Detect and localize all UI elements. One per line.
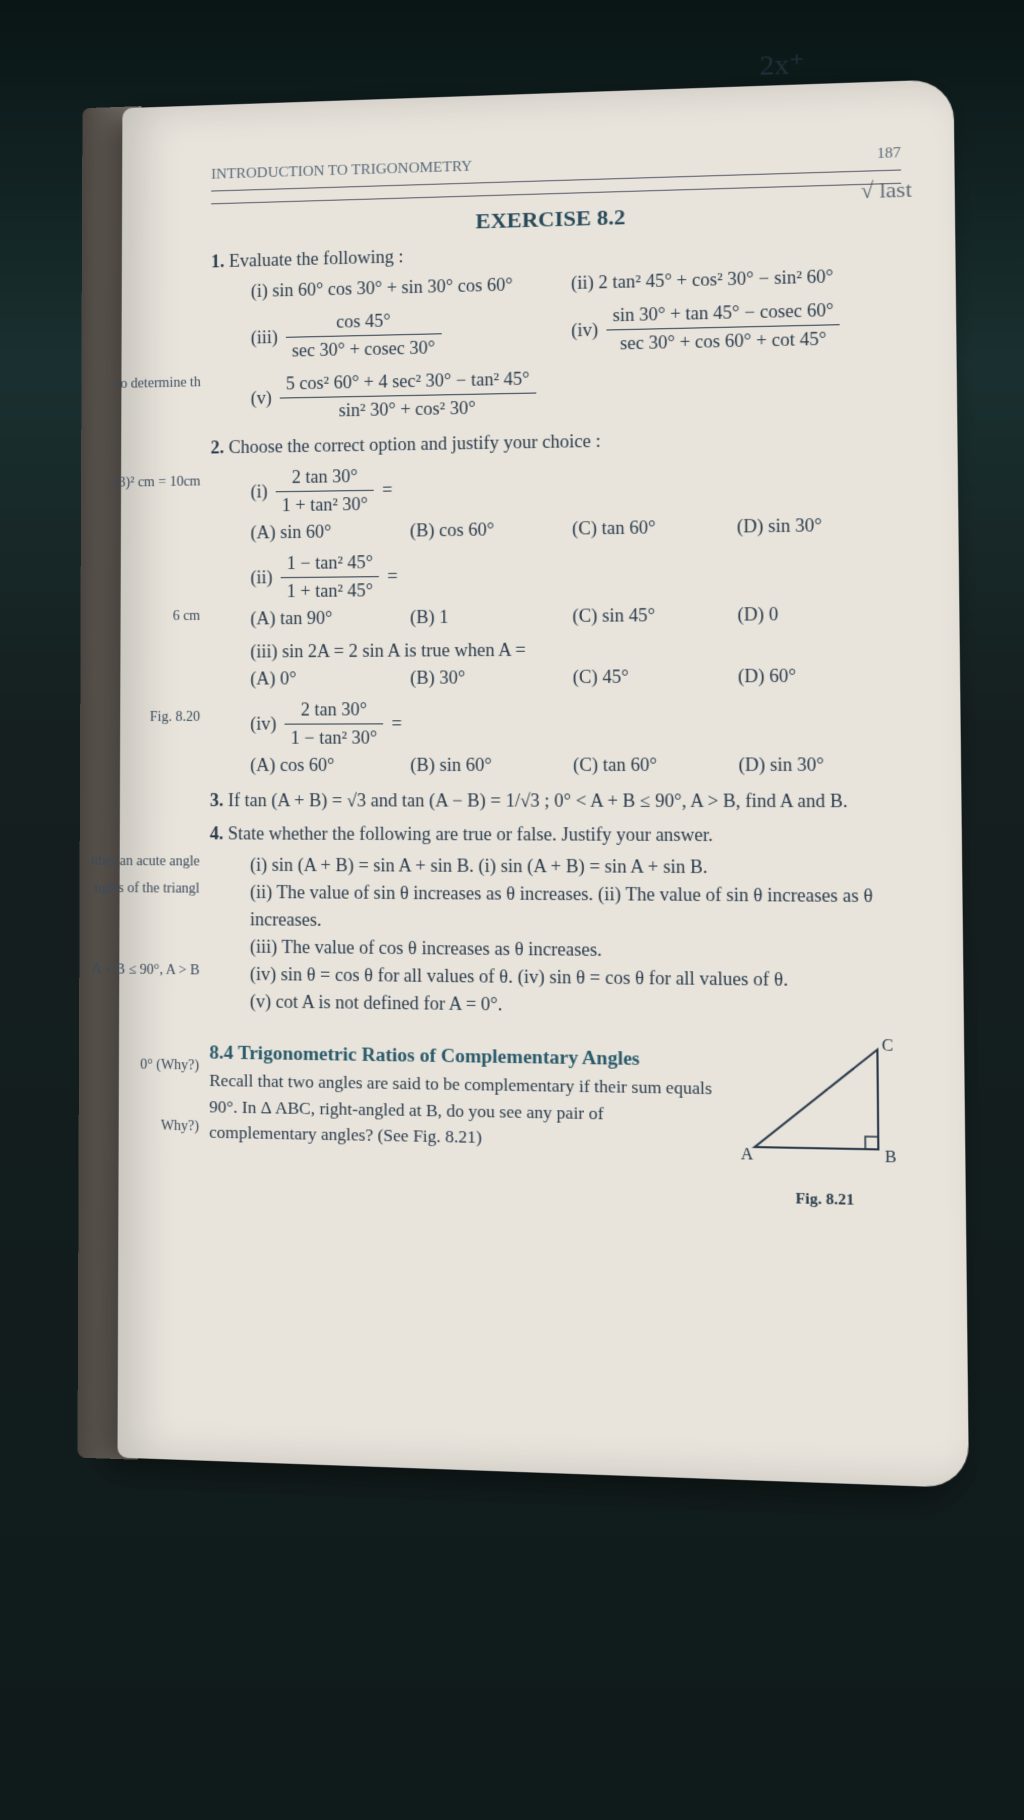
opt-D: (D) 60° — [738, 661, 906, 690]
opt-D: (D) 0 — [737, 599, 905, 628]
q2-i: √3)² cm = 10cm (i) 2 tan 30° 1 + tan² 30… — [210, 454, 904, 520]
section-8-4: 0° (Why?) Why?) 8.4 Trigonometric Ratios… — [209, 1025, 911, 1160]
vertex-B: B — [885, 1148, 897, 1166]
label: (v) — [251, 384, 272, 411]
margin-text: to determine th — [82, 372, 201, 395]
q2-iii: (iii) sin 2A = 2 sin A is true when A = — [210, 633, 906, 665]
margin-text: ither an acute angle — [80, 850, 200, 872]
q1-ii: (ii) 2 tan² 45° + cos² 30° − sin² 60° — [571, 261, 902, 297]
q1-prompt: Evaluate the following : — [229, 246, 404, 271]
q2-iv: Fig. 8.20 (iv) 2 tan 30° 1 − tan² 30° = — [210, 693, 907, 751]
numerator: 2 tan 30° — [276, 462, 374, 492]
equals: = — [392, 710, 402, 737]
opt-B: (B) 30° — [410, 663, 573, 691]
section-body: Recall that two angles are said to be co… — [209, 1068, 717, 1156]
label: (iv) — [250, 710, 276, 737]
margin-text: √3)² cm = 10cm — [82, 471, 201, 494]
denominator: 1 − tan² 30° — [285, 724, 384, 751]
q1-i: (i) sin 60° cos 30° + sin 30° cos 60° — [251, 269, 571, 304]
handwriting: 2x⁺ — [759, 44, 804, 88]
numerator: 1 − tan² 45° — [281, 548, 380, 577]
q1-row-iii-iv: (iii) cos 45° sec 30° + cosec 30° (iv) s… — [211, 295, 903, 366]
q2-iv-options: (A) cos 60° (B) sin 60° (C) tan 60° (D) … — [210, 751, 907, 779]
opt-D: (D) sin 30° — [739, 751, 908, 779]
triangle-icon: A B C — [738, 1031, 911, 1181]
vertex-C: C — [882, 1036, 894, 1054]
q1-iv: (iv) sin 30° + tan 45° − cosec 60° sec 3… — [571, 295, 903, 358]
textbook-page: 2x⁺ INTRODUCTION TO TRIGONOMETRY 187 EXE… — [118, 79, 969, 1488]
q4-i: (i) sin (A + B) = sin A + sin B.ither an… — [210, 851, 908, 882]
denominator: 1 + tan² 45° — [281, 577, 380, 605]
margin-text: Why?) — [79, 1114, 199, 1137]
margin-text: 6 cm — [81, 605, 200, 627]
question-4: 4. State whether the following are true … — [210, 820, 908, 850]
opt-D: (D) sin 30° — [737, 510, 905, 540]
opt-A: (A) sin 60° — [250, 517, 409, 546]
q3-text: If tan (A + B) = √3 and tan (A − B) = 1/… — [228, 790, 848, 811]
margin-text: ngles of the triangl — [80, 877, 200, 899]
opt-A: (A) tan 90° — [250, 604, 410, 632]
question-3: 3. If tan (A + B) = √3 and tan (A − B) =… — [210, 787, 908, 816]
opt-A: (A) 0° — [250, 664, 410, 692]
margin-text: A + B ≤ 90°, A > B — [79, 959, 199, 981]
denominator: sec 30° + cosec 30° — [286, 334, 441, 364]
figure-label: Fig. 8.21 — [739, 1186, 912, 1213]
label: (i) — [251, 478, 268, 505]
equals: = — [382, 476, 392, 503]
opt-C: (C) 45° — [573, 662, 738, 690]
label: (iv) — [571, 316, 598, 344]
chapter-name: INTRODUCTION TO TRIGONOMETRY — [211, 156, 472, 186]
equals: = — [387, 562, 397, 589]
numerator: 2 tan 30° — [285, 696, 384, 725]
page-header: INTRODUCTION TO TRIGONOMETRY 187 — [211, 142, 901, 191]
q3-num: 3. — [210, 790, 224, 810]
margin-text: 0° (Why?) — [79, 1053, 199, 1076]
denominator: sec 30° + cos 60° + cot 45° — [606, 325, 840, 358]
opt-B: (B) sin 60° — [410, 751, 573, 779]
denominator: sin² 30° + cos² 30° — [280, 393, 536, 425]
handwriting: √ last — [860, 172, 912, 207]
vertex-A: A — [741, 1145, 754, 1163]
numerator: cos 45° — [286, 306, 441, 338]
q4-prompt: State whether the following are true or … — [228, 823, 713, 845]
q1-num: 1. — [211, 251, 224, 271]
q4-num: 4. — [210, 823, 224, 843]
q2-ii: (ii) 1 − tan² 45° 1 + tan² 45° = — [210, 542, 905, 605]
q1-iii: (iii) cos 45° sec 30° + cosec 30° — [251, 303, 572, 365]
q2-iii-options: (A) 0° (B) 30° (C) 45° (D) 60° — [210, 661, 906, 692]
opt-C: (C) sin 45° — [572, 601, 737, 630]
denominator: 1 + tan² 30° — [276, 490, 374, 518]
q1-v: to determine th (v) 5 cos² 60° + 4 sec² … — [211, 357, 904, 426]
q2-prompt: Choose the correct option and justify yo… — [229, 430, 601, 456]
opt-C: (C) tan 60° — [572, 513, 737, 543]
opt-C: (C) tan 60° — [573, 751, 739, 779]
q2-ii-options: 6 cm (A) tan 90° (B) 1 (C) sin 45° (D) 0 — [210, 599, 905, 632]
figure-8-21: A B C Fig. 8.21 — [738, 1031, 911, 1160]
label: (ii) — [250, 564, 272, 591]
opt-B: (B) 1 — [410, 602, 572, 631]
q2-num: 2. — [211, 437, 225, 457]
label: (iii) — [251, 324, 278, 351]
q4-ii: (ii) The value of sin θ increases as θ i… — [210, 878, 909, 938]
opt-A: (A) cos 60° — [250, 751, 410, 778]
page-number: 187 — [877, 142, 901, 166]
margin-text: Fig. 8.20 — [81, 706, 201, 727]
opt-B: (B) cos 60° — [410, 515, 572, 544]
